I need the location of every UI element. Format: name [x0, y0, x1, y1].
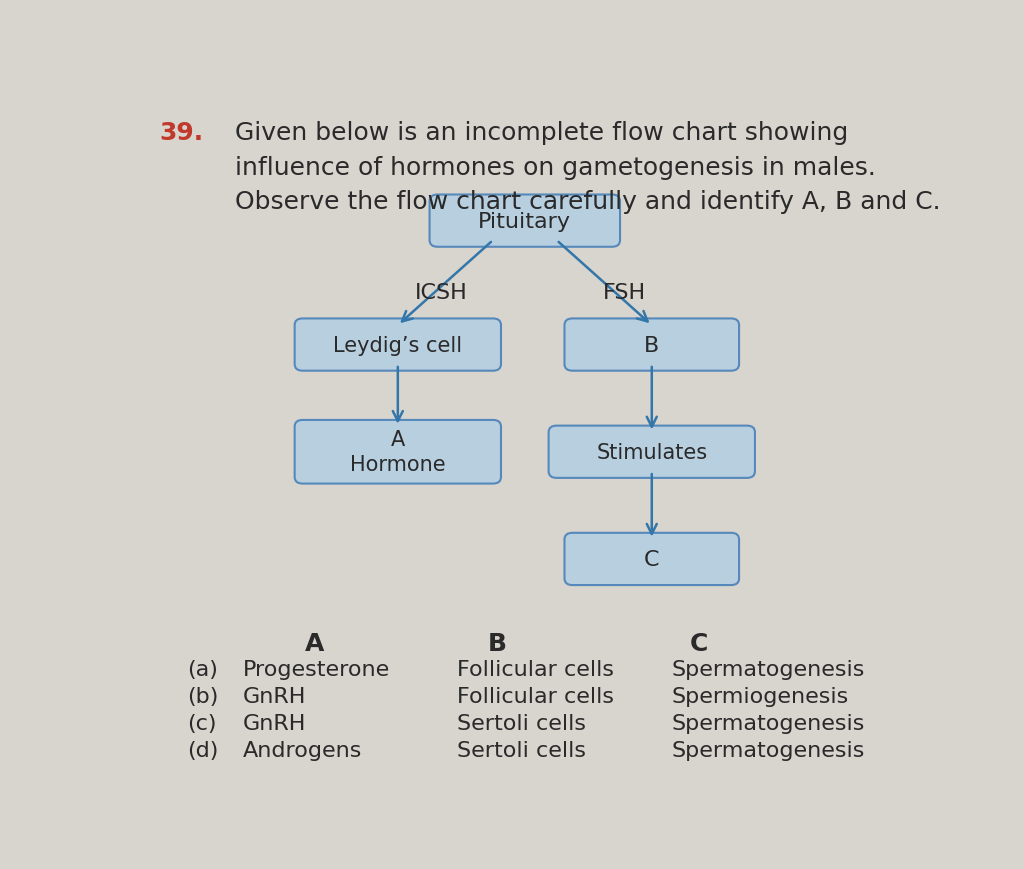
Text: FSH: FSH [602, 283, 645, 303]
Text: GnRH: GnRH [243, 713, 306, 733]
FancyBboxPatch shape [564, 534, 739, 586]
FancyBboxPatch shape [564, 319, 739, 371]
Text: B: B [644, 335, 659, 355]
Text: ICSH: ICSH [415, 283, 468, 303]
FancyBboxPatch shape [295, 319, 501, 371]
Text: Follicular cells: Follicular cells [458, 687, 614, 706]
Text: (a): (a) [187, 660, 218, 680]
Text: Sertoli cells: Sertoli cells [458, 713, 587, 733]
FancyBboxPatch shape [549, 426, 755, 478]
Text: A
Hormone: A Hormone [350, 430, 445, 474]
Text: (c): (c) [187, 713, 217, 733]
Text: C: C [644, 549, 659, 569]
Text: GnRH: GnRH [243, 687, 306, 706]
FancyBboxPatch shape [430, 196, 620, 248]
Text: Sertoli cells: Sertoli cells [458, 740, 587, 760]
Text: Spermatogenesis: Spermatogenesis [672, 713, 865, 733]
Text: B: B [487, 631, 507, 655]
Text: 39.: 39. [160, 121, 204, 145]
Text: Pituitary: Pituitary [478, 211, 571, 231]
Text: A: A [305, 631, 325, 655]
Text: Follicular cells: Follicular cells [458, 660, 614, 680]
Text: C: C [690, 631, 709, 655]
Text: Spermatogenesis: Spermatogenesis [672, 660, 865, 680]
FancyBboxPatch shape [295, 421, 501, 484]
Text: (d): (d) [187, 740, 219, 760]
Text: Stimulates: Stimulates [596, 442, 708, 462]
Text: Androgens: Androgens [243, 740, 362, 760]
Text: Spermatogenesis: Spermatogenesis [672, 740, 865, 760]
Text: Leydig’s cell: Leydig’s cell [333, 335, 463, 355]
Text: Spermiogenesis: Spermiogenesis [672, 687, 849, 706]
Text: Given below is an incomplete flow chart showing
influence of hormones on gametog: Given below is an incomplete flow chart … [236, 121, 941, 214]
Text: (b): (b) [187, 687, 219, 706]
Text: Progesterone: Progesterone [243, 660, 390, 680]
